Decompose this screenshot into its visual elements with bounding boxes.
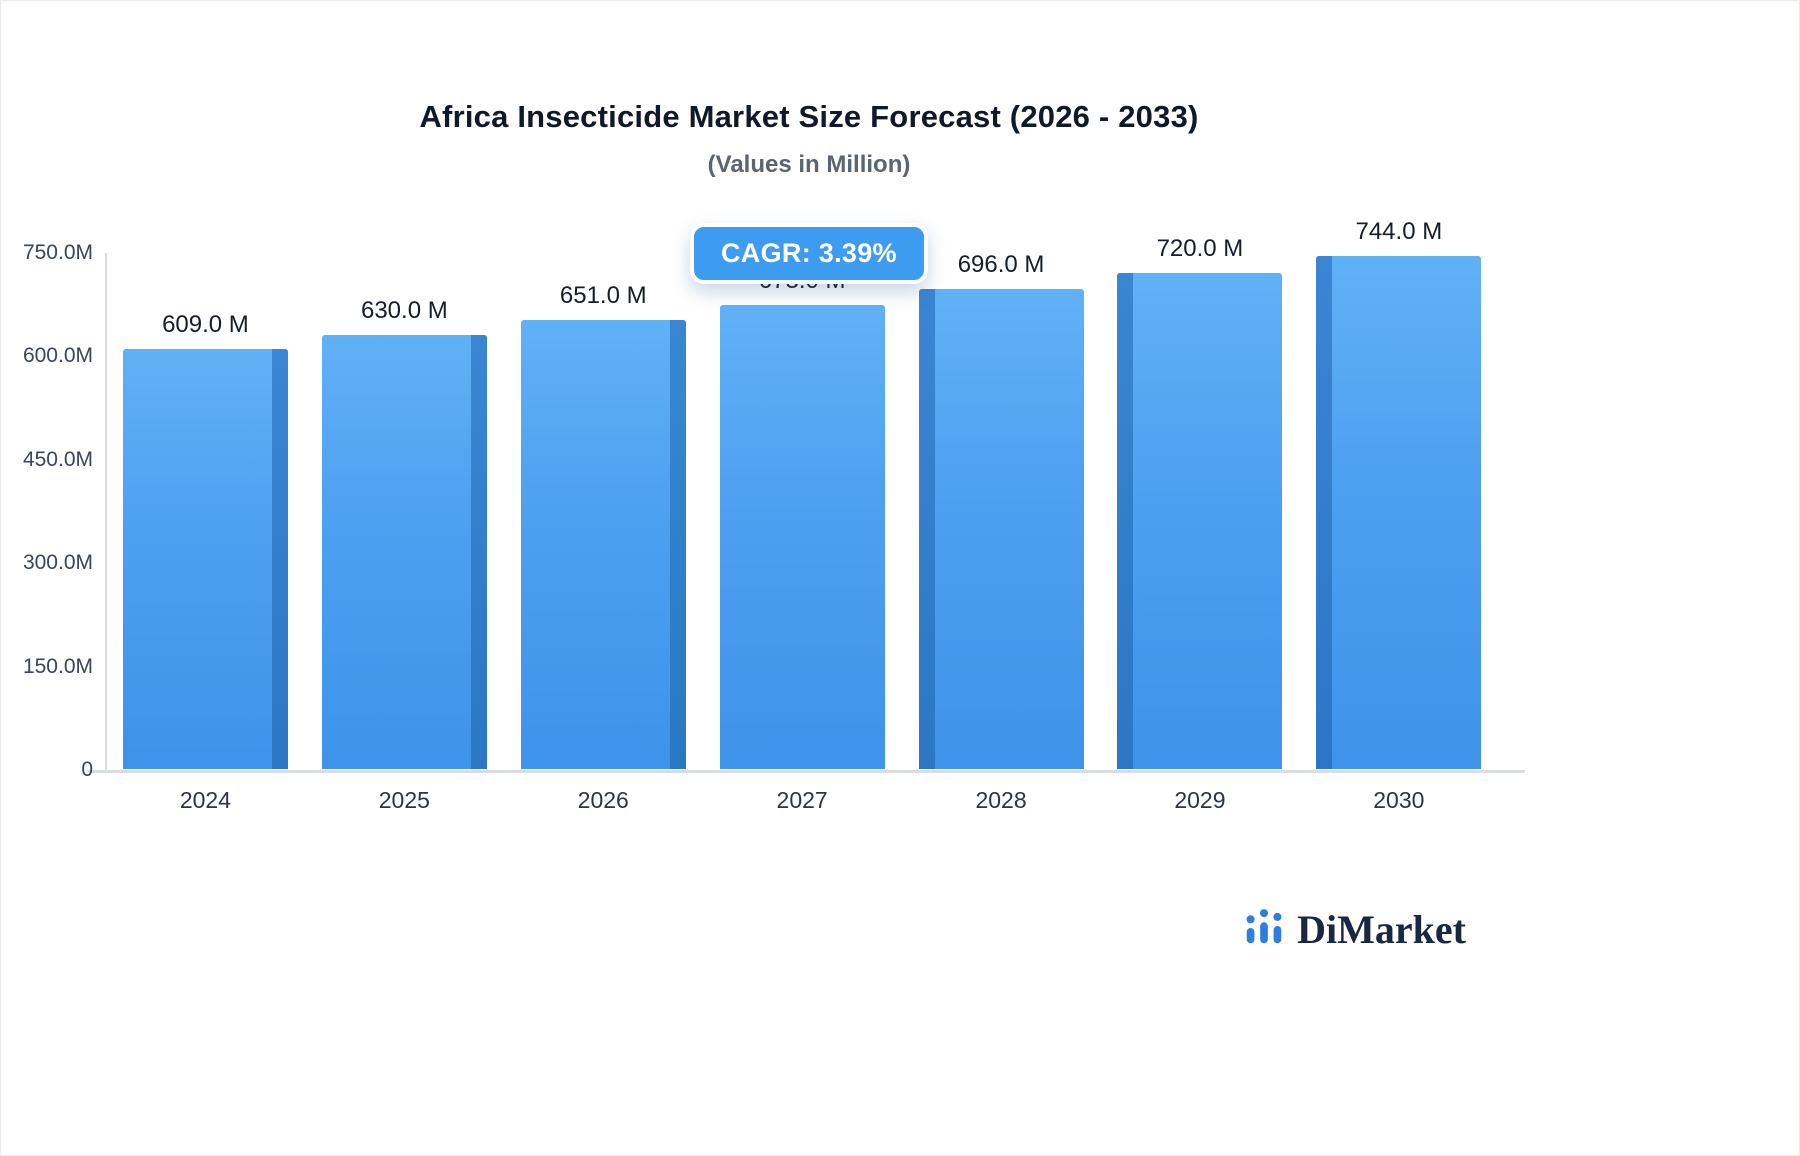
bar-value-label: 720.0 M (1156, 234, 1244, 262)
bar-3d-side-face (271, 349, 288, 769)
bar-3d-side-face (470, 334, 487, 769)
bar-3d-side-face (669, 320, 686, 769)
y-axis-tick-label: 750.0M (22, 241, 93, 264)
x-axis-tick-label: 2026 (577, 787, 629, 813)
x-axis-tick-label: 2028 (975, 787, 1027, 813)
bar-2028 (918, 289, 1084, 769)
bar-2030 (1316, 256, 1482, 769)
y-axis-tick-label: 600.0M (22, 344, 93, 368)
brand-logo: DiMarket (1241, 904, 1466, 955)
y-axis-tick-label: 0 (81, 758, 93, 781)
bar-2029 (1117, 272, 1283, 769)
y-axis-line (105, 253, 107, 771)
bar-value-label: 744.0 M (1355, 218, 1443, 246)
bar-2027 (719, 305, 885, 769)
chart-title: Africa Insecticide Market Size Forecast … (419, 99, 1199, 134)
bar-value-label: 651.0 M (559, 282, 647, 310)
brand-logo-text: DiMarket (1297, 907, 1466, 952)
cagr-badge: CAGR: 3.39% (690, 223, 928, 284)
bar-value-label: 630.0 M (360, 296, 448, 324)
bar-2026 (520, 320, 686, 769)
bar-2025 (321, 334, 487, 769)
x-axis-tick-label: 2027 (776, 787, 828, 813)
y-axis-tick-label: 300.0M (22, 551, 93, 575)
bar-2024 (122, 349, 288, 769)
bar-value-label: 609.0 M (162, 311, 249, 339)
y-axis-tick-label: 450.0M (22, 447, 93, 471)
bar-3d-side-face (1117, 272, 1134, 769)
bar-3d-side-face (1316, 256, 1333, 769)
x-axis-tick-label: 2030 (1373, 787, 1425, 813)
x-axis-tick-label: 2024 (179, 787, 232, 813)
x-axis-tick-label: 2025 (378, 787, 430, 813)
y-axis-tick-label: 150.0M (22, 654, 93, 678)
x-axis-tick-label: 2029 (1174, 787, 1226, 813)
bar-3d-side-face (918, 289, 935, 769)
x-axis-line (87, 770, 1525, 773)
bar-chart-logo-icon (1241, 904, 1287, 955)
chart-subtitle: (Values in Million) (707, 151, 911, 178)
bar-value-label: 696.0 M (957, 251, 1045, 279)
